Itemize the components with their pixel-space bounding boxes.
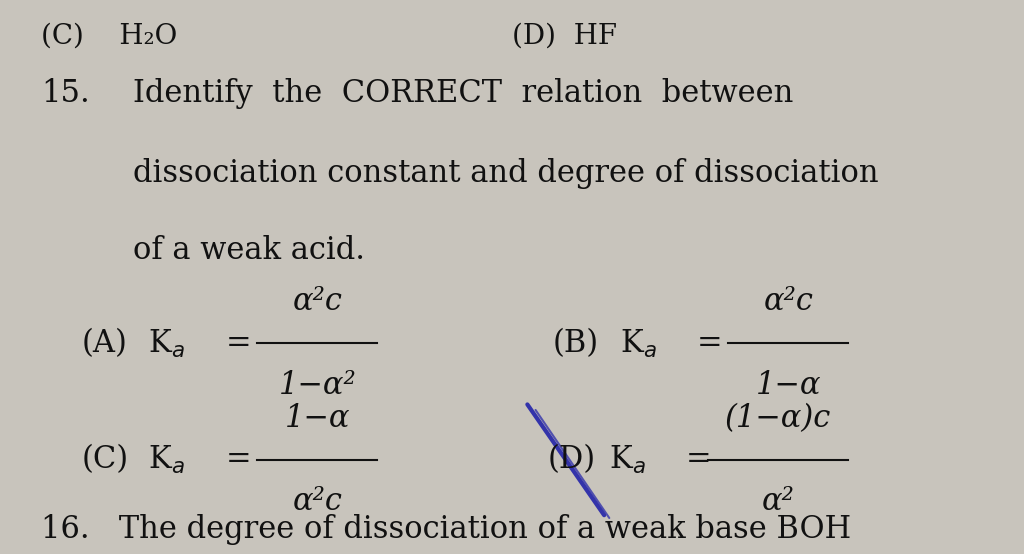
Text: =: =	[225, 328, 251, 359]
Text: =: =	[225, 444, 251, 475]
Text: (C)    H₂O: (C) H₂O	[41, 22, 177, 49]
Text: 1−α: 1−α	[756, 370, 821, 401]
Text: 15.: 15.	[41, 78, 90, 109]
Text: α²c: α²c	[293, 286, 342, 317]
Text: α²c: α²c	[293, 486, 342, 517]
Text: =: =	[696, 328, 722, 359]
Text: (C): (C)	[82, 444, 129, 475]
Text: K$_a$: K$_a$	[148, 444, 185, 476]
Text: Identify  the  CORRECT  relation  between: Identify the CORRECT relation between	[133, 78, 794, 109]
Text: K$_a$: K$_a$	[148, 327, 185, 360]
Text: 1−α²: 1−α²	[279, 370, 356, 401]
Text: dissociation constant and degree of dissociation: dissociation constant and degree of diss…	[133, 158, 879, 189]
Text: =: =	[686, 444, 712, 475]
Text: (D): (D)	[548, 444, 596, 475]
Text: K$_a$: K$_a$	[609, 444, 646, 476]
Text: (A): (A)	[82, 328, 128, 359]
Text: of a weak acid.: of a weak acid.	[133, 235, 366, 266]
Text: 1−α: 1−α	[285, 403, 350, 434]
Text: (1−α)c: (1−α)c	[725, 403, 831, 434]
Text: α²c: α²c	[764, 286, 813, 317]
Text: (D)  HF: (D) HF	[512, 22, 617, 49]
Text: α²: α²	[762, 486, 795, 517]
Text: (B): (B)	[553, 328, 599, 359]
Text: K$_a$: K$_a$	[620, 327, 656, 360]
Text: 16.   The degree of dissociation of a weak base BOH: 16. The degree of dissociation of a weak…	[41, 514, 851, 545]
